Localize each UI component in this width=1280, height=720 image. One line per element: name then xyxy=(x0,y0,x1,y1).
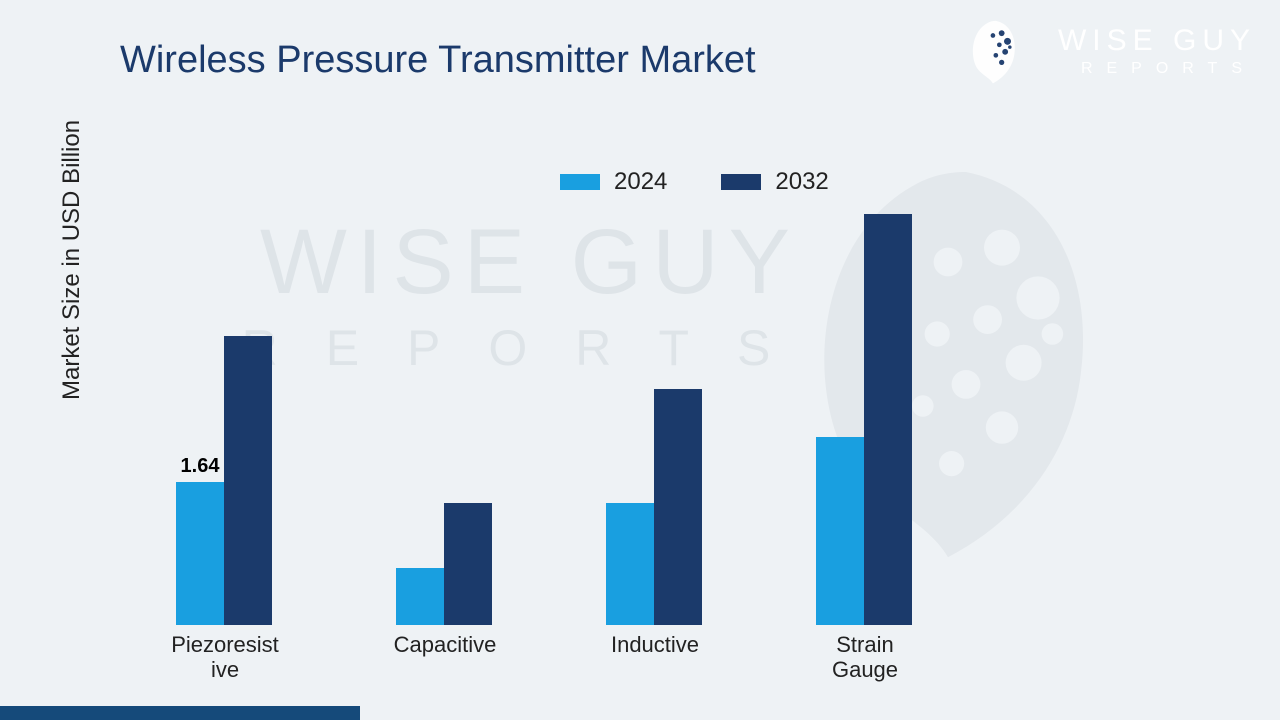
bar-series-b xyxy=(224,336,272,625)
y-axis-label: Market Size in USD Billion xyxy=(58,120,86,400)
category-label: Piezoresistive xyxy=(140,632,310,683)
bar-series-b xyxy=(864,214,912,625)
bar-series-b xyxy=(654,389,702,625)
bar-series-a xyxy=(606,503,654,626)
chart-title: Wireless Pressure Transmitter Market xyxy=(120,38,760,83)
legend-label-2032: 2032 xyxy=(775,168,828,196)
plot-area: 1.64 xyxy=(140,205,960,625)
category-label: Capacitive xyxy=(360,632,530,657)
brand-line2: REPORTS xyxy=(1058,60,1256,78)
bar-value-label: 1.64 xyxy=(170,455,230,478)
brand-line1: WISE GUY xyxy=(1058,24,1256,58)
legend-item-2024: 2024 xyxy=(560,168,667,196)
brand-head-icon xyxy=(960,18,1020,88)
bottom-accent-bar xyxy=(0,706,360,720)
bar-series-a xyxy=(176,482,224,626)
bar-series-a xyxy=(396,568,444,625)
chart-card: WISE GUY REPORTS Wireless Pressure Trans… xyxy=(0,0,1280,720)
brand-logo: WISE GUY REPORTS xyxy=(1058,24,1256,78)
legend: 2024 2032 xyxy=(560,168,829,196)
legend-swatch-2024 xyxy=(560,174,600,190)
legend-item-2032: 2032 xyxy=(721,168,828,196)
legend-swatch-2032 xyxy=(721,174,761,190)
bar-series-b xyxy=(444,503,492,626)
legend-label-2024: 2024 xyxy=(614,168,667,196)
category-axis: Piezoresistive Capacitive Inductive StrainG… xyxy=(140,628,960,688)
category-label: Inductive xyxy=(570,632,740,657)
category-label: StrainGauge xyxy=(780,632,950,683)
bar-series-a xyxy=(816,437,864,625)
